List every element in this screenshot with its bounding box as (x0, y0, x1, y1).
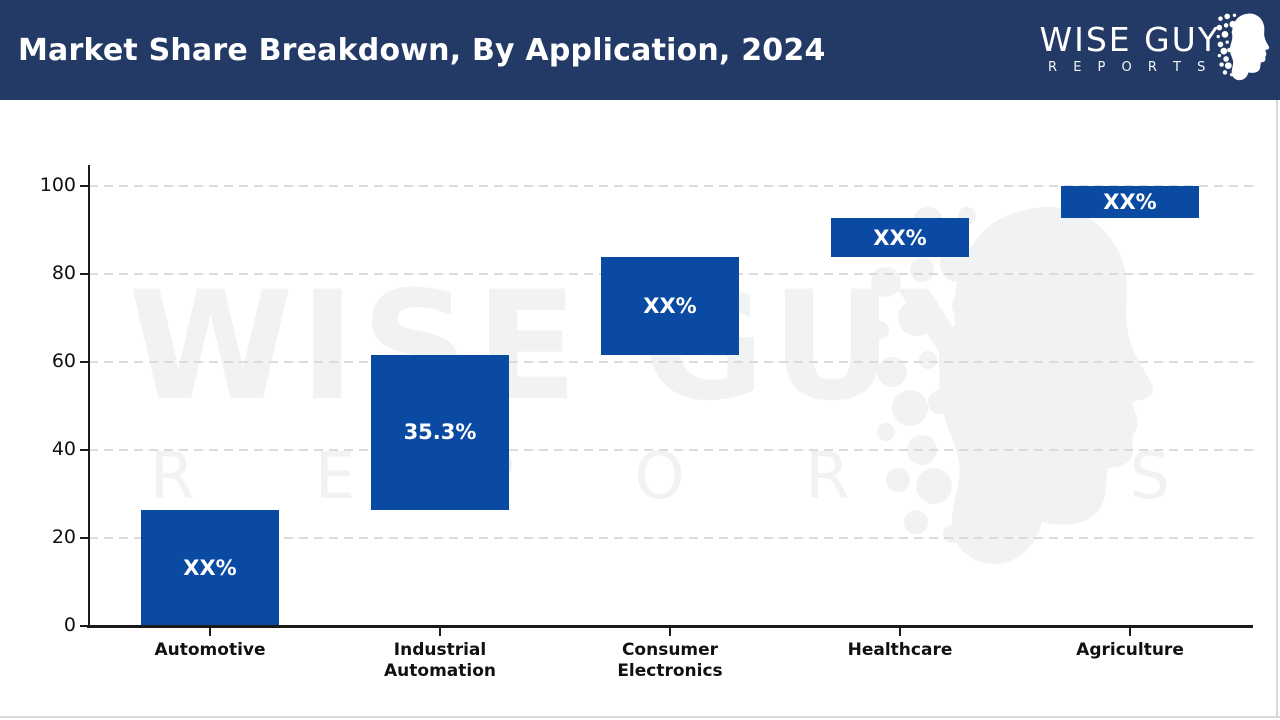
bar-value-label: XX% (873, 225, 927, 250)
x-tick-mark (209, 628, 211, 636)
gridline (89, 361, 1253, 363)
x-category-label: Industrial Automation (384, 640, 496, 681)
bar-industrial-automation: 35.3% (371, 354, 509, 510)
x-tick-mark (1129, 628, 1131, 636)
bar-value-label: XX% (643, 293, 697, 318)
gridline (89, 449, 1253, 451)
bar-value-label: XX% (1103, 190, 1157, 215)
y-tick-mark (80, 625, 89, 627)
y-tick-mark (80, 449, 89, 451)
frame-border-bottom (0, 716, 1280, 718)
bar-automotive: XX% (141, 509, 279, 626)
wise-guy-logo: WISE GUY R E P O R T S (1022, 6, 1272, 94)
watermark-wordmark: WISE GUY (128, 260, 1014, 434)
x-tick-mark (899, 628, 901, 636)
y-tick-label: 20 (51, 526, 76, 548)
y-tick-label: 80 (51, 262, 76, 284)
bar-healthcare: XX% (831, 218, 969, 258)
logo-subtitle: R E P O R T S (1048, 60, 1212, 75)
bar-consumer-electronics: XX% (601, 257, 739, 355)
x-category-label: Agriculture (1076, 640, 1184, 660)
bar-value-label: XX% (183, 555, 237, 580)
x-tick-mark (439, 628, 441, 636)
y-tick-label: 60 (51, 350, 76, 372)
x-category-label: Healthcare (847, 640, 953, 660)
y-tick-mark (80, 537, 89, 539)
x-axis-line (87, 625, 1253, 628)
x-tick-mark (669, 628, 671, 636)
page-title: Market Share Breakdown, By Application, … (18, 32, 826, 68)
logo-head-icon (1216, 13, 1270, 81)
y-tick-label: 100 (39, 174, 76, 196)
bar-value-label: 35.3% (403, 420, 477, 445)
y-tick-mark (80, 361, 89, 363)
gridline (89, 537, 1253, 539)
x-category-label: Automotive (154, 640, 266, 660)
logo-wordmark: WISE GUY (1039, 20, 1220, 59)
bar-agriculture: XX% (1061, 186, 1199, 219)
x-category-label: Consumer Electronics (617, 640, 723, 681)
gridline (89, 185, 1253, 187)
y-tick-mark (80, 273, 89, 275)
y-tick-label: 0 (63, 614, 76, 636)
y-tick-label: 40 (51, 438, 76, 460)
y-axis-line (88, 165, 90, 627)
frame-border-right (1276, 100, 1278, 718)
watermark-subtitle: R E P O R T S (150, 440, 1221, 514)
chart-canvas: WISE GUY R E P O R T S 0 20 40 60 80 100 XX% 3… (0, 100, 1280, 720)
header-banner: Market Share Breakdown, By Application, … (0, 0, 1280, 100)
y-tick-mark (80, 185, 89, 187)
logo-text: WISE GUY R E P O R T S (1039, 22, 1220, 78)
